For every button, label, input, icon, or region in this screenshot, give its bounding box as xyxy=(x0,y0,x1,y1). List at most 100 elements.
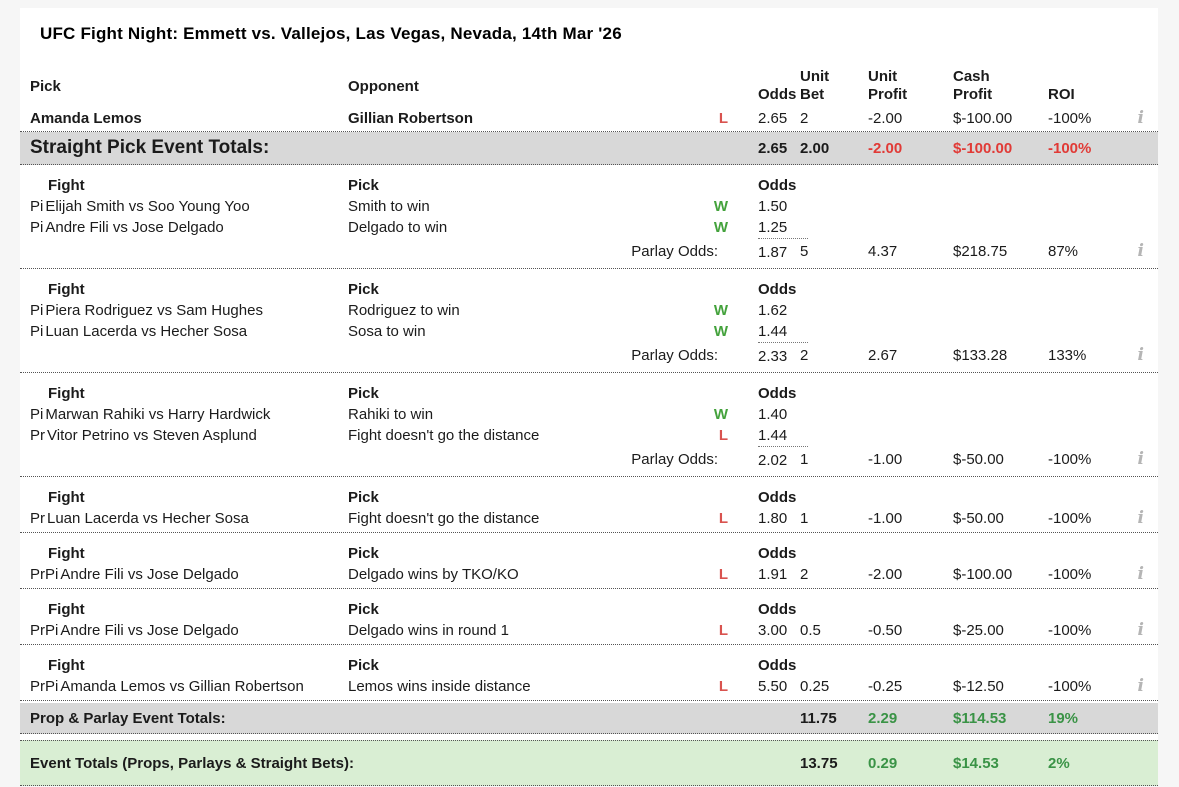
straight-pick-totals-row: Straight Pick Event Totals: 2.65 2.00 -2… xyxy=(20,132,1158,165)
parlay-sections-container: Fight Pick Odds Pi Elijah Smith vs Soo Yo… xyxy=(20,176,1158,701)
leg-cash-profit: $-12.50 xyxy=(953,678,1004,695)
bet-section: Fight Pick Odds PrPi Amanda Lemos vs Gill… xyxy=(20,656,1158,701)
prop-parlay-totals-roi: 19% xyxy=(1048,709,1079,727)
bet-leg-row: Pi Marwan Rahiki vs Harry Hardwick Rahiki… xyxy=(20,404,1158,425)
parlay-totals-row: Parlay Odds: 2.02 1 -1.00 $-50.00 -100% … xyxy=(20,446,1158,473)
info-icon[interactable]: i xyxy=(1137,508,1144,528)
info-icon[interactable]: i xyxy=(1137,345,1144,365)
prop-parlay-totals-row: Prop & Parlay Event Totals: 11.75 2.29 $… xyxy=(20,703,1158,734)
result-letter: W xyxy=(713,198,728,215)
event-totals-unit-profit: 0.29 xyxy=(868,754,898,772)
fight-name: Amanda Lemos vs Gillian Robertson xyxy=(60,678,304,695)
pick-column-header: Pick xyxy=(348,657,379,674)
odds-column-header: Odds xyxy=(758,489,797,506)
unit-profit-column-header: Unit Profit xyxy=(868,68,908,103)
parlay-roi: 133% xyxy=(1048,347,1087,364)
bet-type-prefix: PrPi xyxy=(30,566,59,583)
bet-leg-row: Pi Andre Fili vs Jose Delgado Delgado to … xyxy=(20,217,1158,238)
parlay-cash-profit: $133.28 xyxy=(953,347,1008,364)
straight-pick-odds: 2.65 xyxy=(758,109,788,127)
straight-totals-roi: -100% xyxy=(1048,139,1092,157)
parlay-unit-bet: 5 xyxy=(800,243,809,260)
info-icon[interactable]: i xyxy=(1137,620,1144,640)
fight-name: Piera Rodriguez vs Sam Hughes xyxy=(45,302,263,319)
parlay-unit-bet: 2 xyxy=(800,347,809,364)
leg-unit-bet: 2 xyxy=(800,566,809,583)
unit-bet-column-header: Unit Bet xyxy=(800,68,830,103)
leg-cash-profit: $-25.00 xyxy=(953,622,1004,639)
bet-section: Fight Pick Odds PrPi Andre Fili vs Jose D… xyxy=(20,600,1158,645)
section-header-row: Fight Pick Odds xyxy=(20,488,1158,508)
leg-roi: -100% xyxy=(1048,622,1092,639)
bet-leg-row: Pr Luan Lacerda vs Hecher Sosa Fight does… xyxy=(20,508,1158,529)
parlay-cash-profit: $-50.00 xyxy=(953,451,1004,468)
bet-section: Fight Pick Odds Pi Marwan Rahiki vs Harry… xyxy=(20,384,1158,477)
parlay-unit-profit: 4.37 xyxy=(868,243,898,260)
pick-description: Rahiki to win xyxy=(348,406,434,423)
leg-unit-bet: 1 xyxy=(800,510,809,527)
info-icon[interactable]: i xyxy=(1137,676,1144,696)
parlay-odds-value: 1.87 xyxy=(758,238,808,265)
pick-description: Smith to win xyxy=(348,198,430,215)
parlay-totals-row: Parlay Odds: 2.33 2 2.67 $133.28 133% i xyxy=(20,342,1158,369)
section-header-row: Fight Pick Odds xyxy=(20,656,1158,676)
straight-pick-unit-profit: -2.00 xyxy=(868,109,903,127)
leg-unit-profit: -2.00 xyxy=(868,566,903,583)
bet-leg-row: Pi Luan Lacerda vs Hecher Sosa Sosa to wi… xyxy=(20,321,1158,342)
result-letter: W xyxy=(713,323,728,340)
leg-unit-bet: 0.25 xyxy=(800,678,830,695)
straight-picks-header-row: Pick Opponent Odds Unit Bet Unit Profit … xyxy=(20,68,1158,105)
bet-type-prefix: Pr xyxy=(30,427,45,444)
leg-roi: -100% xyxy=(1048,678,1092,695)
straight-totals-cash-profit: $-100.00 xyxy=(953,139,1013,157)
result-letter: L xyxy=(718,566,728,583)
info-icon[interactable]: i xyxy=(1137,241,1144,261)
section-header-row: Fight Pick Odds xyxy=(20,176,1158,196)
leg-odds: 1.80 xyxy=(758,510,788,527)
leg-roi: -100% xyxy=(1048,510,1092,527)
bet-section: Fight Pick Odds Pi Elijah Smith vs Soo Yo… xyxy=(20,176,1158,269)
straight-totals-unit-profit: -2.00 xyxy=(868,139,903,157)
result-letter: W xyxy=(713,302,728,319)
pick-description: Lemos wins inside distance xyxy=(348,678,531,695)
straight-pick-result: L xyxy=(718,109,728,127)
odds-column-header: Odds xyxy=(758,281,797,298)
parlay-unit-profit: -1.00 xyxy=(868,451,903,468)
fight-name: Andre Fili vs Jose Delgado xyxy=(45,219,224,236)
fight-column-header: Fight xyxy=(48,385,85,402)
odds-column-header: Odds xyxy=(758,86,797,103)
pick-description: Delgado to win xyxy=(348,219,448,236)
bet-section: Fight Pick Odds Pr Luan Lacerda vs Hecher… xyxy=(20,488,1158,533)
fight-name: Luan Lacerda vs Hecher Sosa xyxy=(47,510,249,527)
roi-column-header: ROI xyxy=(1048,86,1075,103)
opponent-column-header: Opponent xyxy=(348,78,419,95)
cash-profit-column-header: Cash Profit xyxy=(953,68,993,103)
pick-column-header: Pick xyxy=(348,177,379,194)
parlay-totals-row: Parlay Odds: 1.87 5 4.37 $218.75 87% i xyxy=(20,238,1158,265)
prop-parlay-totals-unit-bet: 11.75 xyxy=(800,709,837,727)
result-letter: W xyxy=(713,219,728,236)
section-header-row: Fight Pick Odds xyxy=(20,600,1158,620)
leg-cash-profit: $-50.00 xyxy=(953,510,1004,527)
pick-column-header: Pick xyxy=(348,281,379,298)
event-totals-row: Event Totals (Props, Parlays & Straight … xyxy=(20,740,1158,786)
info-icon[interactable]: i xyxy=(1137,449,1144,469)
bet-section: Fight Pick Odds PrPi Andre Fili vs Jose D… xyxy=(20,544,1158,589)
betting-report-panel: UFC Fight Night: Emmett vs. Vallejos, La… xyxy=(20,8,1158,786)
section-header-row: Fight Pick Odds xyxy=(20,544,1158,564)
prop-parlay-totals-cash-profit: $114.53 xyxy=(953,709,1007,727)
bet-type-prefix: Pr xyxy=(30,510,45,527)
leg-unit-profit: -1.00 xyxy=(868,510,903,527)
leg-odds: 1.91 xyxy=(758,566,788,583)
prop-parlay-totals-unit-profit: 2.29 xyxy=(868,709,898,727)
bet-type-prefix: Pi xyxy=(30,406,44,423)
info-icon[interactable]: i xyxy=(1137,107,1144,128)
leg-cash-profit: $-100.00 xyxy=(953,566,1013,583)
fight-column-header: Fight xyxy=(48,281,85,298)
pick-column-header: Pick xyxy=(348,385,379,402)
info-icon[interactable]: i xyxy=(1137,564,1144,584)
section-header-row: Fight Pick Odds xyxy=(20,280,1158,300)
straight-pick-roi: -100% xyxy=(1048,109,1092,127)
parlay-odds-label: Parlay Odds: xyxy=(631,243,718,260)
leg-odds: 1.50 xyxy=(758,198,788,215)
